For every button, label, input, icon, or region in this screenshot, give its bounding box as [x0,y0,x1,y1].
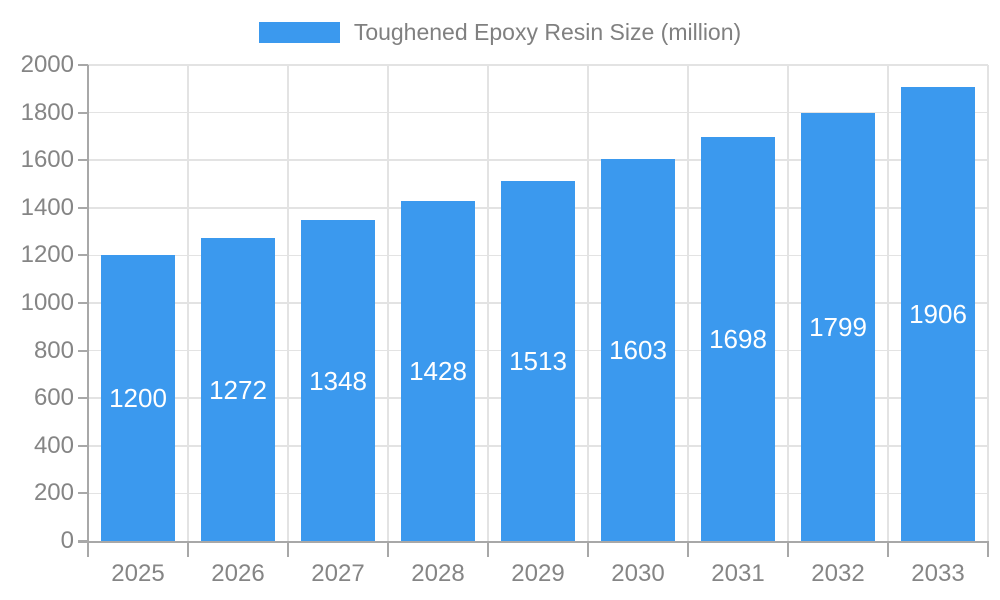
bar[interactable] [201,238,275,541]
gridline-vertical [387,65,389,541]
y-axis-label: 1800 [20,98,74,126]
x-axis-tick [787,541,789,557]
y-axis-tick [78,64,88,66]
bar[interactable] [501,180,575,541]
bar-value-label: 1698 [709,323,767,354]
bar-value-label: 1603 [609,335,667,366]
y-axis-label: 1000 [20,289,74,316]
x-axis-tick [287,541,289,557]
x-axis-label: 2025 [111,560,165,587]
bar[interactable] [101,255,175,541]
y-axis-label: 2000 [20,51,74,78]
legend-swatch-icon [258,21,340,43]
x-axis-tick [887,541,889,557]
x-axis-label: 2026 [211,560,265,587]
x-axis-label: 2032 [811,560,865,587]
y-axis-tick [78,111,88,114]
x-axis-label: 2028 [411,560,465,587]
x-axis-label: 2030 [611,560,665,587]
gridline-vertical [587,65,589,541]
gridline-horizontal [88,111,988,114]
x-axis-tick [987,541,989,557]
gridline-vertical [487,65,489,541]
bar-value-label: 1272 [209,374,267,405]
gridline-vertical [887,65,889,541]
x-axis-tick [487,541,489,557]
x-axis-tick [687,541,689,557]
bar-value-label: 1200 [109,383,167,414]
y-axis-label: 200 [33,479,74,507]
y-axis-label: 400 [33,431,74,459]
y-axis-label: 1200 [20,241,74,269]
y-axis-line [87,65,89,543]
x-axis-tick [387,541,389,557]
x-axis-tick [587,541,589,557]
gridline-vertical [187,65,189,541]
y-axis-label: 0 [60,527,74,554]
y-axis-label: 800 [33,336,74,364]
x-axis-tick [87,541,89,557]
gridline-horizontal [88,64,988,66]
y-axis-tick [78,302,88,304]
y-axis-tick [78,254,88,257]
x-axis-tick [187,541,189,557]
bar[interactable] [601,159,675,541]
y-axis-label: 600 [33,384,74,412]
gridline-vertical [787,65,789,541]
bar-value-label: 1906 [909,299,967,330]
y-axis-tick [78,397,88,400]
gridline-vertical [987,65,989,541]
y-axis-tick [78,159,88,162]
gridline-horizontal [88,159,988,161]
x-axis-label: 2027 [311,560,365,587]
bar[interactable] [801,112,875,541]
gridline-vertical [687,65,689,541]
y-axis-tick [78,349,88,352]
x-axis-label: 2029 [511,560,565,587]
x-axis-line [78,541,988,543]
bar-value-label: 1428 [409,356,467,387]
x-axis-label: 2033 [911,560,965,587]
legend[interactable]: Toughened Epoxy Resin Size (million) [0,14,1000,50]
bar[interactable] [901,87,975,541]
legend-label: Toughened Epoxy Resin Size (million) [353,18,742,45]
y-axis-label: 1400 [20,193,74,221]
gridline-vertical [287,65,289,541]
y-axis-tick [78,492,88,495]
bar-value-label: 1513 [509,345,567,376]
bar-value-label: 1799 [809,311,867,342]
y-axis-label: 1600 [20,146,74,174]
y-axis-tick [78,444,88,447]
bar[interactable] [701,136,775,541]
y-axis-tick [78,206,88,209]
x-axis-label: 2031 [711,560,765,587]
bar[interactable] [301,220,375,541]
bar-value-label: 1348 [309,365,367,396]
bar[interactable] [401,201,475,541]
